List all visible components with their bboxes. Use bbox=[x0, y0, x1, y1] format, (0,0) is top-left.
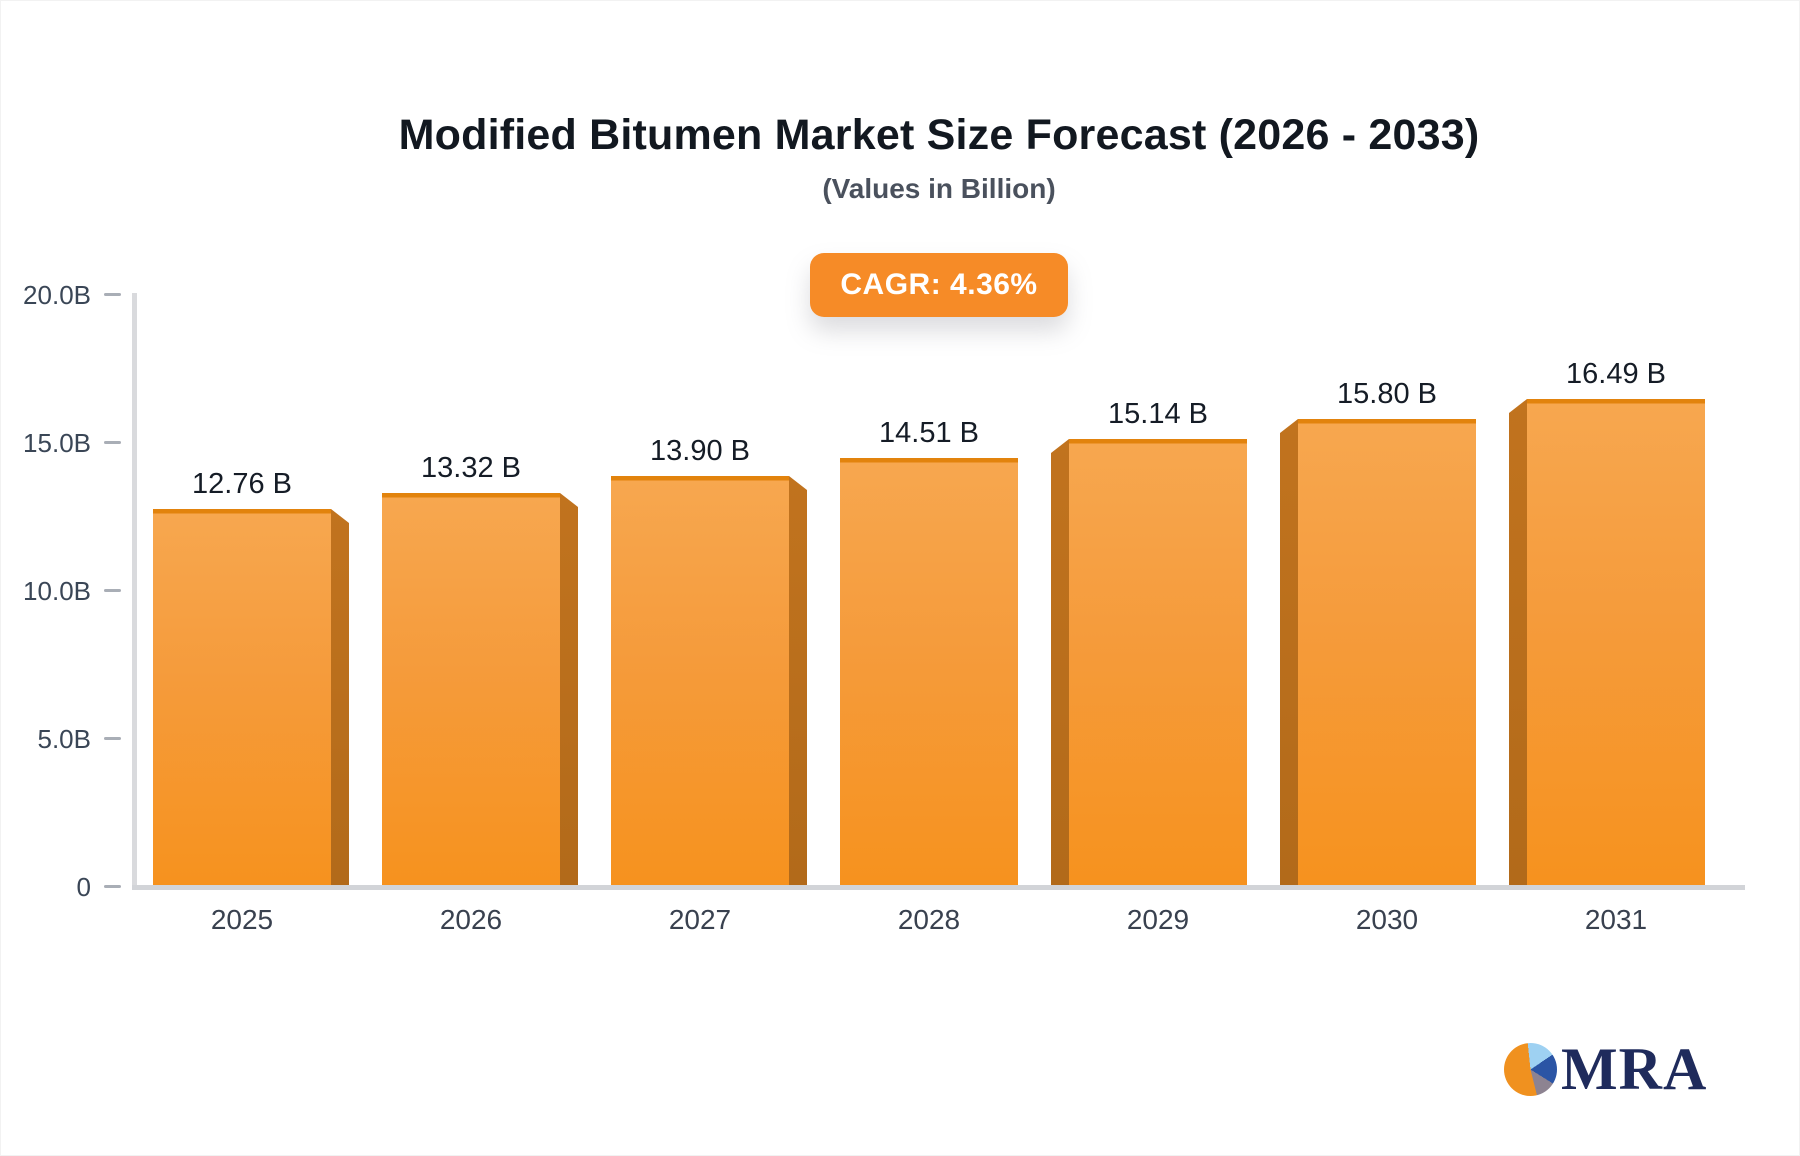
y-axis-tick-mark bbox=[104, 885, 121, 888]
pie-chart-logo-icon bbox=[1504, 1042, 1557, 1096]
x-axis-label: 2027 bbox=[668, 904, 732, 935]
bar-2025 bbox=[153, 509, 331, 887]
bar-value-label: 15.80 B bbox=[1337, 378, 1437, 410]
bar-value-label: 16.49 B bbox=[1566, 358, 1666, 390]
chart-subtitle: (Values in Billion) bbox=[822, 173, 1056, 204]
bar-side-shadow bbox=[331, 509, 349, 887]
x-axis-label: 2030 bbox=[1355, 904, 1419, 935]
bar-2030 bbox=[1298, 419, 1476, 887]
cagr-badge-row: CAGR: 4.36% bbox=[133, 253, 1745, 317]
bar-2027 bbox=[611, 476, 789, 887]
cagr-badge: CAGR: 4.36% bbox=[810, 253, 1068, 317]
bar-side-shadow bbox=[1051, 439, 1069, 887]
y-axis-tick-label: 10.0B bbox=[23, 576, 91, 606]
bar-side-shadow bbox=[1280, 419, 1298, 887]
y-axis-tick-mark bbox=[104, 293, 121, 296]
bar-side-shadow bbox=[789, 476, 807, 887]
bar-value-label: 15.14 B bbox=[1108, 398, 1208, 430]
y-axis-tick-label: 0 bbox=[76, 872, 91, 902]
y-axis-tick-mark bbox=[104, 589, 121, 592]
x-axis-label: 2031 bbox=[1584, 904, 1648, 935]
y-axis-tick-mark bbox=[104, 737, 121, 740]
x-axis-label: 2026 bbox=[439, 904, 503, 935]
y-axis-line bbox=[132, 293, 137, 887]
x-axis-label: 2025 bbox=[210, 904, 274, 935]
bar-2026 bbox=[382, 493, 560, 887]
y-axis-tick-label: 20.0B bbox=[23, 280, 91, 310]
bar-value-label: 14.51 B bbox=[879, 417, 979, 449]
bar-value-label: 13.90 B bbox=[650, 435, 750, 467]
bar-2028 bbox=[840, 458, 1018, 887]
chart-title: Modified Bitumen Market Size Forecast (2… bbox=[398, 111, 1480, 159]
bar-2031 bbox=[1527, 399, 1705, 887]
bar-2029 bbox=[1069, 439, 1247, 887]
bar-value-label: 13.32 B bbox=[421, 452, 521, 484]
bar-side-shadow bbox=[1509, 399, 1527, 887]
x-axis-label: 2028 bbox=[897, 904, 961, 935]
mra-logo: MRA bbox=[1504, 1039, 1707, 1099]
bar-value-label: 12.76 B bbox=[192, 468, 292, 500]
y-axis-tick-mark bbox=[104, 441, 121, 444]
x-axis-line bbox=[132, 885, 1745, 890]
y-axis-tick-label: 5.0B bbox=[37, 724, 92, 754]
logo-text: MRA bbox=[1561, 1036, 1708, 1102]
y-axis-tick-label: 15.0B bbox=[23, 428, 91, 458]
x-axis-label: 2029 bbox=[1126, 904, 1190, 935]
bar-side-shadow bbox=[560, 493, 578, 887]
